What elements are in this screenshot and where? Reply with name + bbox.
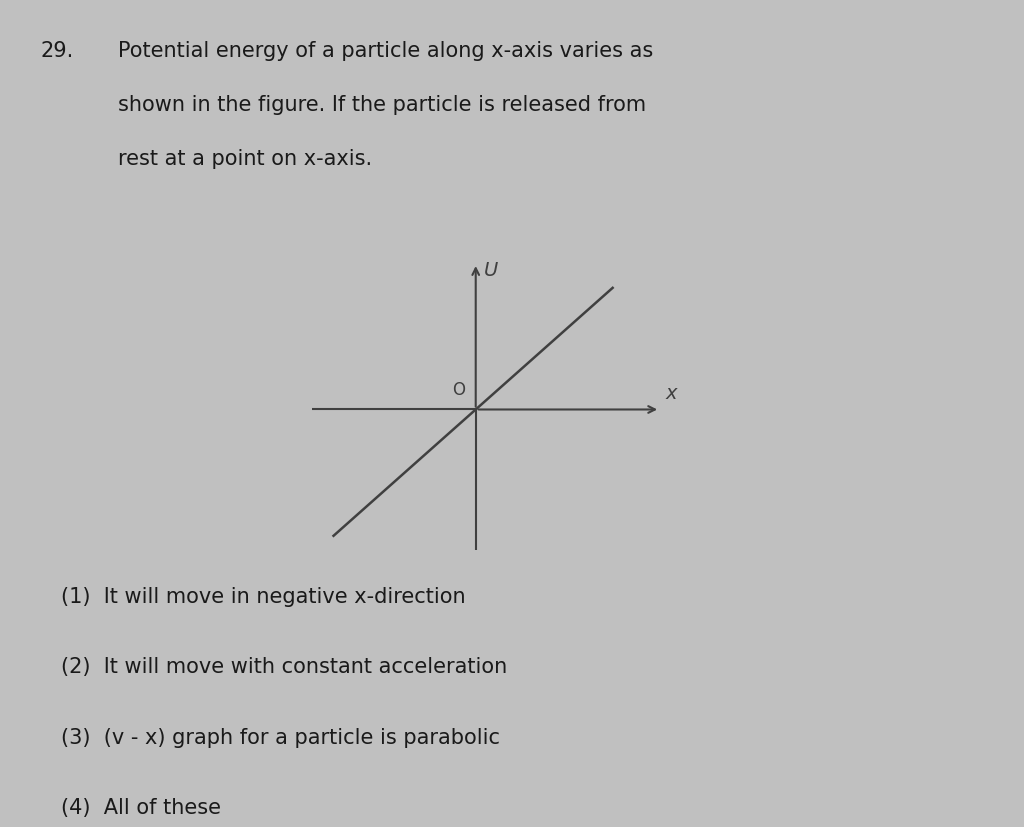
Text: (4)  All of these: (4) All of these [61,798,221,818]
Text: (3)  (v - x) graph for a particle is parabolic: (3) (v - x) graph for a particle is para… [61,728,501,748]
Text: x: x [666,384,677,403]
Text: shown in the figure. If the particle is released from: shown in the figure. If the particle is … [118,95,646,115]
Text: U: U [484,261,499,280]
Text: (2)  It will move with constant acceleration: (2) It will move with constant accelerat… [61,657,508,677]
Text: O: O [453,381,465,399]
Text: 29.: 29. [41,41,74,61]
Text: (1)  It will move in negative x-direction: (1) It will move in negative x-direction [61,587,466,607]
Text: rest at a point on x-axis.: rest at a point on x-axis. [118,149,372,169]
Text: Potential energy of a particle along x-axis varies as: Potential energy of a particle along x-a… [118,41,653,61]
